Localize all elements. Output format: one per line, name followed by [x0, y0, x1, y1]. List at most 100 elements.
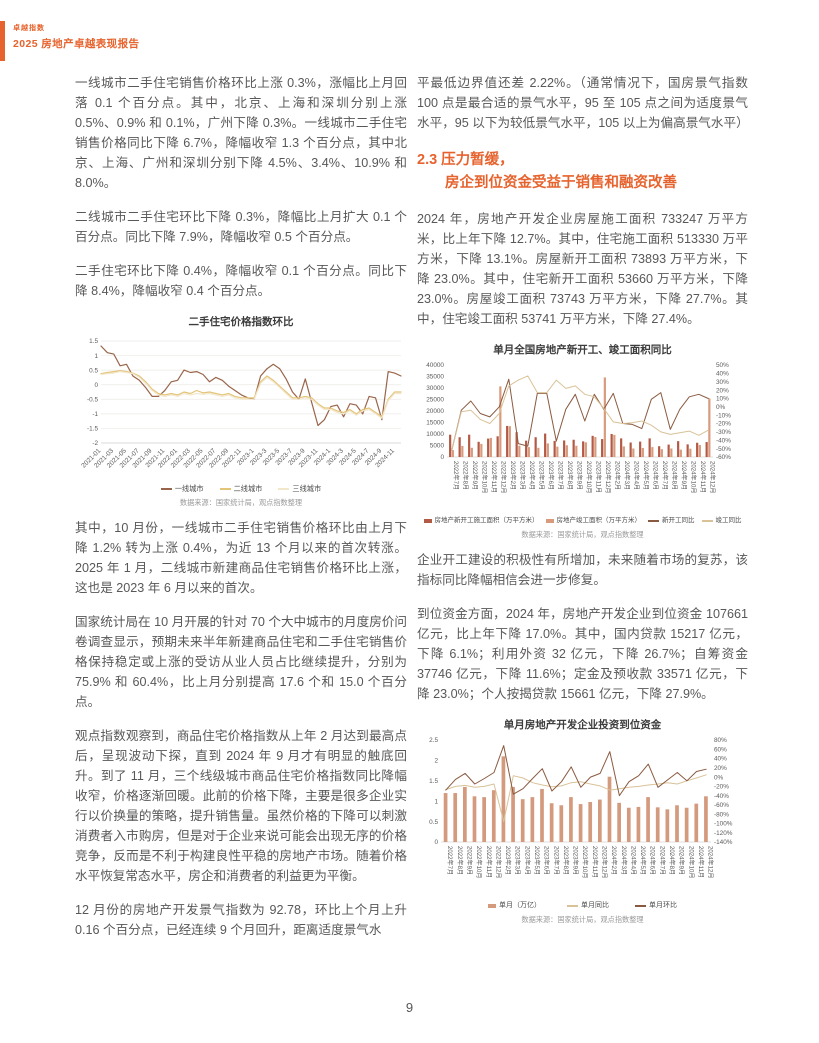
- svg-text:-2: -2: [92, 440, 98, 447]
- svg-text:-50%: -50%: [716, 446, 731, 453]
- svg-text:2022年10月: 2022年10月: [481, 461, 489, 494]
- brand-accent-bar: [0, 21, 5, 61]
- legend-line-swatch: [219, 488, 231, 490]
- svg-text:2024年11月: 2024年11月: [697, 846, 705, 878]
- svg-text:0%: 0%: [714, 774, 724, 781]
- svg-text:-0.5: -0.5: [87, 396, 98, 403]
- svg-text:0.5: 0.5: [89, 367, 98, 374]
- legend-label: 新开工同比: [662, 517, 695, 524]
- legend-label: 单月环比: [649, 902, 677, 909]
- svg-text:0: 0: [440, 454, 444, 461]
- svg-text:2023年12月: 2023年12月: [604, 461, 612, 494]
- chart-secondhand-price-index-mom: 二手住宅价格指数环比 1.5 1 0.5 0 -0.5 -1 -1.5 -2 2021-01 20…: [75, 315, 407, 508]
- legend-item: 单月同比: [567, 901, 609, 911]
- svg-text:2022年11月: 2022年11月: [490, 461, 498, 493]
- svg-text:2024年12月: 2024年12月: [707, 846, 715, 879]
- svg-text:2024年8月: 2024年8月: [671, 461, 679, 490]
- svg-text:2024年6月: 2024年6月: [649, 846, 657, 875]
- svg-text:2024年5月: 2024年5月: [642, 461, 650, 490]
- legend-line-swatch: [648, 520, 659, 522]
- legend-item: 一线城市: [160, 484, 204, 494]
- svg-text:40000: 40000: [426, 362, 444, 369]
- legend-item: 竣工同比: [701, 516, 742, 526]
- chart-title: 单月全国房地产新开工、竣工面积同比: [493, 344, 672, 356]
- section-heading-2-3: 2.3 压力暂缓， 房企到位资金受益于销售和融资改善: [417, 149, 748, 195]
- svg-text:35000: 35000: [426, 374, 444, 381]
- svg-text:30000: 30000: [426, 385, 444, 392]
- legend-item: 单月（万亿）: [488, 901, 541, 911]
- svg-text:15000: 15000: [426, 420, 444, 427]
- svg-text:2024年6月: 2024年6月: [652, 461, 660, 490]
- svg-text:-1: -1: [92, 411, 98, 418]
- svg-text:2022年9月: 2022年9月: [466, 846, 474, 875]
- paragraph: 一线城市二手住宅销售价格环比上涨 0.3%，涨幅比上月回落 0.1 个百分点。其…: [75, 76, 407, 190]
- svg-text:0: 0: [94, 382, 98, 389]
- svg-text:40%: 40%: [716, 371, 729, 378]
- svg-text:2022年8月: 2022年8月: [462, 461, 470, 490]
- chart-monthly-investment-funds: 单月房地产开发企业投资到位资金 2.5 2 1.5 1 0.5 0 80% 60% 40% 20%…: [417, 718, 748, 925]
- legend-line-swatch: [701, 520, 713, 522]
- svg-text:2024年7月: 2024年7月: [661, 461, 669, 490]
- svg-text:10%: 10%: [716, 396, 729, 403]
- svg-text:2023年6月: 2023年6月: [547, 461, 555, 490]
- paragraph: 其中，10 月份，一线城市二手住宅销售价格环比由上月下降 1.2% 转为上涨 0…: [75, 521, 407, 595]
- legend-bar-swatch: [488, 904, 496, 908]
- legend-item: 单月环比: [635, 901, 677, 911]
- left-column: 一线城市二手住宅销售价格环比上涨 0.3%，涨幅比上月回落 0.1 个百分点。其…: [75, 73, 407, 954]
- svg-text:2.5: 2.5: [429, 737, 438, 744]
- svg-text:-140%: -140%: [714, 839, 733, 846]
- svg-text:-60%: -60%: [714, 802, 729, 809]
- chart-plot: 2.5 2 1.5 1 0.5 0 80% 60% 40% 20% 0% -20% -40% -60% -8…: [417, 734, 748, 900]
- svg-text:2023年7月: 2023年7月: [552, 846, 560, 875]
- svg-text:80%: 80%: [714, 737, 727, 744]
- chart-legend: 单月（万亿） 单月同比 单月环比: [417, 901, 748, 911]
- svg-text:20%: 20%: [714, 765, 727, 772]
- svg-text:2024年3月: 2024年3月: [620, 846, 628, 875]
- page-number: 9: [405, 1000, 414, 1015]
- svg-text:2023年3月: 2023年3月: [519, 461, 527, 490]
- svg-text:60%: 60%: [714, 746, 727, 753]
- chart-monthly-starts-completions-yoy: 单月全国房地产新开工、竣工面积同比 40000 35000 30000 25000 20…: [417, 343, 748, 540]
- paragraph: 到位资金方面，2024 年，房地产开发企业到位资金 107661 亿元，比上年下…: [417, 607, 748, 701]
- legend-item: 三线城市: [278, 484, 321, 494]
- legend-label: 房地产新开工施工面积（万平方米）: [434, 517, 539, 524]
- svg-text:30%: 30%: [716, 379, 729, 386]
- svg-text:1.5: 1.5: [429, 778, 438, 785]
- paragraph: 二手住宅环比下降 0.4%，降幅收窄 0.1 个百分点。同比下降 8.4%，降幅…: [75, 264, 407, 298]
- chart-title: 二手住宅价格指数环比: [188, 316, 294, 328]
- legend-line-swatch: [160, 488, 172, 490]
- svg-text:40%: 40%: [714, 756, 727, 763]
- chart-source: 数据来源：国家统计局，观点指数整理: [521, 915, 644, 924]
- legend-label: 房地产竣工面积（万平方米）: [556, 517, 642, 524]
- svg-text:-40%: -40%: [716, 437, 731, 444]
- svg-text:2022年7月: 2022年7月: [446, 846, 454, 875]
- legend-label: 二线城市: [233, 484, 263, 493]
- paragraph: 2024 年，房地产开发企业房屋施工面积 733247 万平方米，比上年下降 1…: [417, 212, 748, 326]
- svg-text:2024年10月: 2024年10月: [687, 846, 695, 879]
- legend-label: 一线城市: [174, 484, 204, 493]
- svg-text:2023年2月: 2023年2月: [504, 846, 512, 875]
- svg-text:-20%: -20%: [714, 784, 729, 791]
- svg-text:2023年10月: 2023年10月: [585, 461, 593, 494]
- svg-text:2023年11月: 2023年11月: [591, 846, 599, 878]
- chart-source: 数据来源：国家统计局，观点指数整理: [521, 530, 644, 539]
- svg-text:1.5: 1.5: [89, 338, 98, 345]
- svg-text:2024年4月: 2024年4月: [633, 461, 641, 490]
- report-title: 2025 房地产卓越表现报告: [13, 38, 140, 50]
- paragraph: 二线城市二手住宅环比下降 0.3%，降幅比上月扩大 0.1 个百分点。同比下降 …: [75, 210, 407, 244]
- svg-text:2022年8月: 2022年8月: [456, 846, 464, 875]
- svg-text:2024年7月: 2024年7月: [658, 846, 666, 875]
- legend-label: 单月同比: [581, 902, 609, 909]
- svg-text:-120%: -120%: [714, 830, 733, 837]
- svg-text:2022年12月: 2022年12月: [500, 461, 508, 494]
- svg-text:2024年11月: 2024年11月: [699, 461, 707, 493]
- svg-text:2023年11月: 2023年11月: [595, 461, 603, 493]
- chart-plot: 40000 35000 30000 25000 20000 15000 10000 5000 0…: [417, 359, 748, 515]
- svg-text:2024年9月: 2024年9月: [680, 461, 688, 490]
- svg-text:2022年9月: 2022年9月: [471, 461, 479, 490]
- svg-text:-100%: -100%: [714, 821, 733, 828]
- svg-text:-80%: -80%: [714, 811, 729, 818]
- legend-item: 房地产新开工施工面积（万平方米）: [423, 516, 539, 526]
- svg-text:-10%: -10%: [716, 412, 731, 419]
